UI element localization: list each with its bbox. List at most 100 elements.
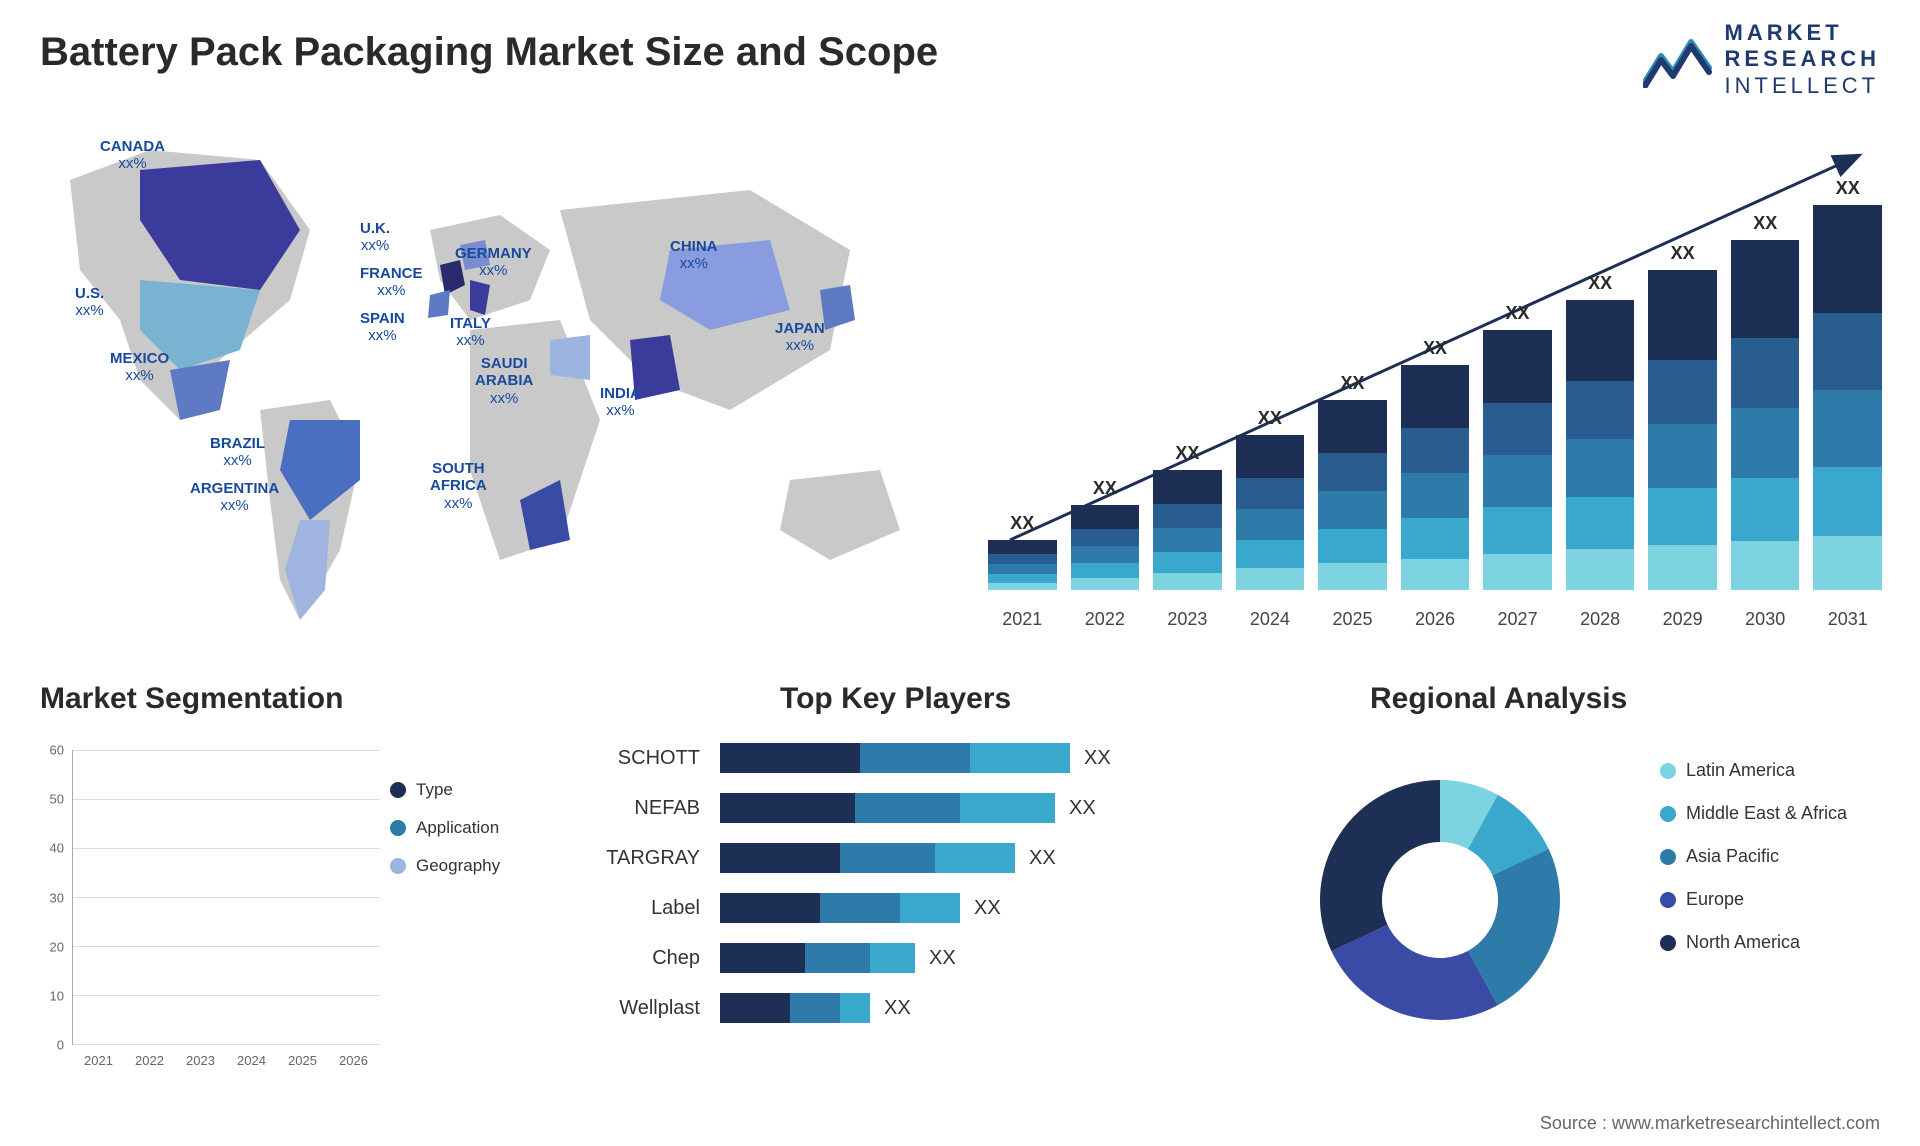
bar-value-label: XX bbox=[1753, 213, 1777, 234]
seg-ytick: 20 bbox=[50, 939, 64, 954]
bar-2029: XX bbox=[1648, 243, 1717, 590]
map-label-saudiarabia: SAUDIARABIAxx% bbox=[475, 355, 533, 407]
regional-title: Regional Analysis bbox=[1370, 682, 1627, 716]
seg-ytick: 30 bbox=[50, 890, 64, 905]
bar-value-label: XX bbox=[1093, 478, 1117, 499]
map-label-uk: U.K.xx% bbox=[360, 220, 390, 255]
bar-2027: XX bbox=[1483, 303, 1552, 590]
keyplayer-value: XX bbox=[884, 997, 911, 1020]
world-map: CANADAxx% U.S.xx% MEXICOxx% BRAZILxx% ARGENT… bbox=[30, 120, 950, 640]
map-label-southafrica: SOUTHAFRICAxx% bbox=[430, 460, 487, 512]
map-label-italy: ITALYxx% bbox=[450, 315, 491, 350]
bar-year-label: 2027 bbox=[1483, 609, 1552, 630]
seg-year-label: 2021 bbox=[78, 1053, 119, 1068]
map-label-argentina: ARGENTINAxx% bbox=[190, 480, 279, 515]
keyplayer-row: Wellplast XX bbox=[590, 990, 1240, 1026]
keyplayer-value: XX bbox=[1029, 847, 1056, 870]
bar-value-label: XX bbox=[1836, 178, 1860, 199]
bar-2023: XX bbox=[1153, 443, 1222, 590]
bar-year-label: 2028 bbox=[1566, 609, 1635, 630]
keyplayer-row: TARGRAY XX bbox=[590, 840, 1240, 876]
bar-year-label: 2031 bbox=[1813, 609, 1882, 630]
keyplayer-name: Wellplast bbox=[590, 997, 720, 1020]
bar-2021: XX bbox=[988, 513, 1057, 590]
map-label-canada: CANADAxx% bbox=[100, 138, 165, 173]
keyplayer-name: TARGRAY bbox=[590, 847, 720, 870]
keyplayer-value: XX bbox=[1069, 797, 1096, 820]
seg-legend-item: Type bbox=[390, 780, 540, 800]
keyplayer-bar bbox=[720, 893, 960, 923]
map-label-india: INDIAxx% bbox=[600, 385, 641, 420]
bar-value-label: XX bbox=[1175, 443, 1199, 464]
page-title: Battery Pack Packaging Market Size and S… bbox=[40, 30, 938, 75]
map-label-mexico: MEXICOxx% bbox=[110, 350, 169, 385]
bar-year-label: 2025 bbox=[1318, 609, 1387, 630]
logo-text: MARKET RESEARCH INTELLECT bbox=[1725, 20, 1880, 99]
source-text: Source : www.marketresearchintellect.com bbox=[1540, 1113, 1880, 1134]
seg-ytick: 60 bbox=[50, 743, 64, 758]
keyplayer-row: Chep XX bbox=[590, 940, 1240, 976]
bar-value-label: XX bbox=[1671, 243, 1695, 264]
keyplayer-name: Chep bbox=[590, 947, 720, 970]
donut-legend-item: North America bbox=[1660, 932, 1890, 953]
map-label-japan: JAPANxx% bbox=[775, 320, 825, 355]
map-label-us: U.S.xx% bbox=[75, 285, 104, 320]
bar-2028: XX bbox=[1566, 273, 1635, 590]
bar-value-label: XX bbox=[1423, 338, 1447, 359]
segmentation-title: Market Segmentation bbox=[40, 682, 343, 716]
bar-year-label: 2029 bbox=[1648, 609, 1717, 630]
keyplayer-row: SCHOTTXX bbox=[590, 740, 1240, 776]
bar-2024: XX bbox=[1236, 408, 1305, 590]
map-label-france: FRANCExx% bbox=[360, 265, 423, 300]
keyplayers-title: Top Key Players bbox=[780, 682, 1011, 716]
market-size-barchart: XX XX XX XX XX XX XX XX XX XX XX 2021 2022 2023 2024 2… bbox=[980, 140, 1890, 630]
keyplayer-name: SCHOTT bbox=[590, 747, 720, 770]
keyplayer-value: XX bbox=[929, 947, 956, 970]
logo: MARKET RESEARCH INTELLECT bbox=[1643, 20, 1880, 99]
donut-legend-item: Middle East & Africa bbox=[1660, 803, 1890, 824]
keyplayer-value: XX bbox=[974, 897, 1001, 920]
seg-legend-item: Geography bbox=[390, 856, 540, 876]
keyplayer-row: Label XX bbox=[590, 890, 1240, 926]
map-label-spain: SPAINxx% bbox=[360, 310, 405, 345]
keyplayer-bar bbox=[720, 793, 1055, 823]
seg-year-label: 2026 bbox=[333, 1053, 374, 1068]
bar-value-label: XX bbox=[1010, 513, 1034, 534]
donut-seg-northamerica bbox=[1320, 780, 1440, 951]
keyplayer-row: NEFABXX bbox=[590, 790, 1240, 826]
seg-ytick: 10 bbox=[50, 988, 64, 1003]
regional-donut: Latin America Middle East & Africa Asia Pa… bbox=[1270, 720, 1890, 1080]
bar-value-label: XX bbox=[1588, 273, 1612, 294]
donut-legend-item: Asia Pacific bbox=[1660, 846, 1890, 867]
bar-year-label: 2024 bbox=[1236, 609, 1305, 630]
keyplayer-bar bbox=[720, 993, 870, 1023]
keyplayer-name: Label bbox=[590, 897, 720, 920]
seg-ytick: 50 bbox=[50, 792, 64, 807]
bar-year-label: 2022 bbox=[1071, 609, 1140, 630]
bar-year-label: 2026 bbox=[1401, 609, 1470, 630]
seg-year-label: 2024 bbox=[231, 1053, 272, 1068]
bar-value-label: XX bbox=[1340, 373, 1364, 394]
seg-ytick: 0 bbox=[57, 1038, 64, 1053]
bar-value-label: XX bbox=[1506, 303, 1530, 324]
seg-year-label: 2023 bbox=[180, 1053, 221, 1068]
bar-2026: XX bbox=[1401, 338, 1470, 590]
bar-2025: XX bbox=[1318, 373, 1387, 590]
seg-year-label: 2025 bbox=[282, 1053, 323, 1068]
keyplayer-bar bbox=[720, 743, 1070, 773]
bar-year-label: 2023 bbox=[1153, 609, 1222, 630]
map-label-germany: GERMANYxx% bbox=[455, 245, 532, 280]
seg-legend-item: Application bbox=[390, 818, 540, 838]
donut-legend-item: Latin America bbox=[1660, 760, 1890, 781]
keyplayer-bar bbox=[720, 843, 1015, 873]
keyplayers-chart: SCHOTTXXNEFABXXTARGRAYXXLabelXXChepXXWel… bbox=[590, 740, 1240, 1080]
keyplayer-bar bbox=[720, 943, 915, 973]
bar-year-label: 2021 bbox=[988, 609, 1057, 630]
seg-ytick: 40 bbox=[50, 841, 64, 856]
bar-2030: XX bbox=[1731, 213, 1800, 590]
map-label-brazil: BRAZILxx% bbox=[210, 435, 265, 470]
seg-year-label: 2022 bbox=[129, 1053, 170, 1068]
bar-2031: XX bbox=[1813, 178, 1882, 590]
bar-value-label: XX bbox=[1258, 408, 1282, 429]
bar-year-label: 2030 bbox=[1731, 609, 1800, 630]
